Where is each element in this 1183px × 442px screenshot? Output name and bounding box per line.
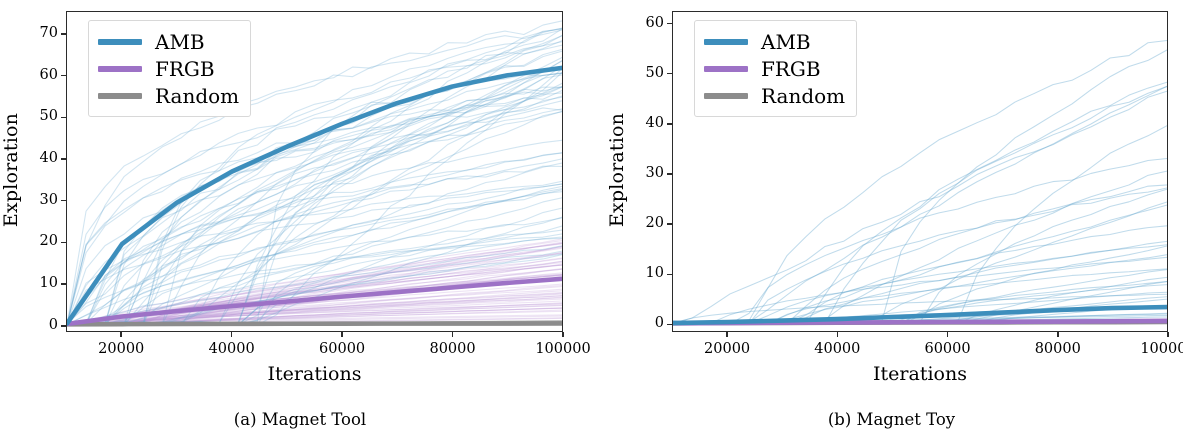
y-tick-mark: [61, 199, 66, 202]
y-tick-mark: [61, 33, 66, 35]
y-tick-label: 0: [48, 316, 58, 333]
plot-curves-a: [67, 20, 562, 327]
x-tick-label: 40000: [814, 341, 861, 357]
y-tick-label: 20: [39, 233, 58, 250]
y-tick-label: 70: [39, 24, 58, 41]
x-tick-label: 40000: [208, 341, 255, 357]
legend-label-random-a: Random: [155, 83, 240, 108]
y-tick-label: 60: [39, 66, 58, 83]
legend-entry-amb-b: AMB: [704, 28, 845, 55]
y-tick-mark: [667, 173, 672, 175]
legend-label-amb-b: AMB: [761, 29, 811, 54]
legend-entry-amb-a: AMB: [98, 28, 239, 55]
y-tick-label: 50: [645, 64, 664, 81]
y-tick-mark: [61, 283, 66, 285]
panel-magnet-toy: Exploration 0 10 20 30 40 50 60 20000 40000 6000…: [600, 0, 1183, 442]
x-tick-mark: [1056, 332, 1059, 337]
y-tick-label: 60: [645, 14, 664, 31]
x-tick-mark: [1167, 332, 1169, 337]
panel-caption-a: (a) Magnet Tool: [233, 410, 367, 429]
x-tick-mark: [562, 332, 564, 337]
x-axis-label-a: Iterations: [267, 363, 362, 385]
y-tick-mark: [61, 74, 66, 77]
panel-magnet-tool: Exploration 0 10 20 30 40 50 60 70 20000 40000 60…: [0, 11, 591, 429]
legend-label-amb-a: AMB: [155, 29, 205, 54]
x-tick-label: 60000: [924, 341, 971, 357]
panel-caption-b: (b) Magnet Toy: [827, 410, 956, 429]
y-tick-mark: [667, 123, 672, 125]
y-tick-mark: [61, 116, 66, 119]
y-tick-label: 30: [39, 191, 58, 208]
y-tick-mark: [667, 223, 672, 225]
x-tick-label: 100000: [1140, 341, 1183, 357]
y-tick-label: 40: [645, 114, 664, 131]
legend-a: AMB FRGB Random: [88, 20, 252, 117]
legend-swatch-random-a: [98, 92, 142, 99]
legend-swatch-frgb-b: [704, 65, 748, 72]
x-tick-mark: [946, 332, 949, 337]
y-tick-label: 40: [39, 149, 58, 166]
legend-swatch-amb-b: [704, 38, 748, 45]
legend-entry-frgb-a: FRGB: [98, 55, 239, 82]
legend-b: AMB FRGB Random: [694, 20, 858, 117]
y-tick-mark: [61, 241, 66, 244]
legend-label-frgb-a: FRGB: [155, 56, 215, 81]
y-tick-mark: [61, 158, 66, 160]
legend-swatch-frgb-a: [98, 65, 142, 72]
legend-label-frgb-b: FRGB: [761, 56, 821, 81]
y-tick-label: 10: [645, 265, 664, 282]
y-tick-label: 20: [645, 215, 664, 232]
legend-swatch-random-b: [704, 92, 748, 99]
x-tick-label: 20000: [98, 341, 145, 357]
x-tick-mark: [836, 332, 839, 337]
plot-curves-b: [673, 39, 1167, 326]
x-axis-label-b: Iterations: [873, 363, 967, 385]
legend-label-random-b: Random: [761, 83, 846, 108]
x-tick-label: 80000: [429, 341, 476, 357]
x-tick-mark: [230, 332, 233, 337]
legend-entry-frgb-b: FRGB: [704, 55, 845, 82]
x-tick-label: 80000: [1034, 341, 1081, 357]
y-tick-label: 10: [39, 275, 58, 292]
y-tick-mark: [667, 72, 672, 75]
y-tick-mark: [667, 273, 672, 276]
y-tick-label: 0: [654, 315, 664, 332]
y-tick-mark: [667, 323, 672, 326]
plot-area-b: [672, 11, 1168, 332]
x-tick-mark: [726, 332, 728, 337]
x-tick-mark: [451, 332, 454, 337]
legend-swatch-amb-a: [98, 38, 142, 45]
x-tick-mark: [120, 332, 123, 337]
x-tick-label: 20000: [704, 341, 751, 357]
x-tick-label: 60000: [319, 341, 366, 357]
y-tick-label: 50: [39, 108, 58, 125]
x-tick-label: 100000: [535, 341, 591, 357]
y-tick-mark: [61, 324, 66, 327]
x-tick-mark: [341, 332, 343, 337]
legend-entry-random-b: Random: [704, 82, 845, 109]
plot-area-a: [66, 11, 563, 332]
y-tick-mark: [667, 22, 672, 25]
legend-entry-random-a: Random: [98, 82, 239, 109]
y-tick-label: 30: [645, 165, 664, 181]
